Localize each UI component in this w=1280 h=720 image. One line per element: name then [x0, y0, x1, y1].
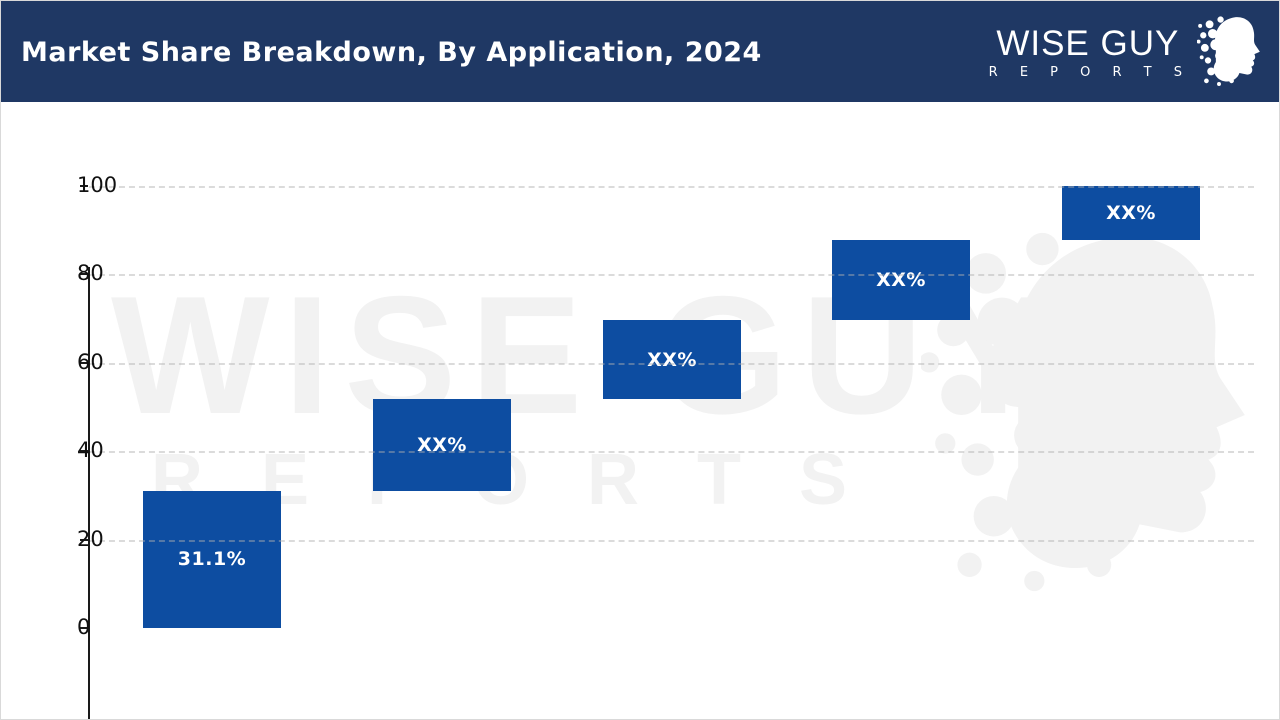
- bar-value-label: XX%: [647, 348, 697, 371]
- y-tick-mark-100: [80, 185, 88, 187]
- y-tick-mark-20: [80, 538, 88, 541]
- logo-subtitle: R E P O R T S: [988, 65, 1191, 80]
- gridline-y-40: [89, 451, 1254, 454]
- y-axis-line: [88, 267, 90, 719]
- plot-area: 02040608010031.1%XX%XX%XX%XX%Consumer El…: [1, 102, 1279, 719]
- bar-value-label: XX%: [1106, 202, 1156, 225]
- bar-automotive: XX%: [373, 399, 511, 491]
- header-bar: Market Share Breakdown, By Application, …: [1, 1, 1279, 102]
- y-tick-mark-0: [80, 627, 88, 629]
- y-tick-mark-60: [80, 361, 88, 364]
- gridline-y-100: [89, 186, 1254, 188]
- gridline-y-20: [89, 539, 1254, 542]
- logo-wordmark: WISE GUY: [996, 24, 1180, 63]
- bar-telecommunication: XX%: [832, 240, 970, 321]
- bar-value-label: 31.1%: [177, 548, 247, 571]
- watermark-face-icon: [921, 232, 1245, 592]
- bar-industrial-equipment: XX%: [603, 320, 741, 400]
- bar-medical-devices: XX%: [1062, 186, 1200, 241]
- y-tick-mark-80: [80, 273, 88, 276]
- wise-guy-reports-logo: WISE GUY R E P O R T S: [989, 9, 1263, 95]
- gridline-y-80: [89, 274, 1254, 277]
- y-tick-mark-40: [80, 450, 88, 453]
- logo-text: WISE GUY R E P O R T S: [985, 24, 1191, 81]
- gridline-y-60: [89, 362, 1254, 365]
- bar-value-label: XX%: [876, 269, 926, 292]
- logo-face-icon: [1197, 16, 1260, 86]
- chart-title: Market Share Breakdown, By Application, …: [21, 37, 762, 68]
- bar-value-label: XX%: [417, 433, 467, 456]
- bar-consumer-electronics: 31.1%: [143, 490, 281, 628]
